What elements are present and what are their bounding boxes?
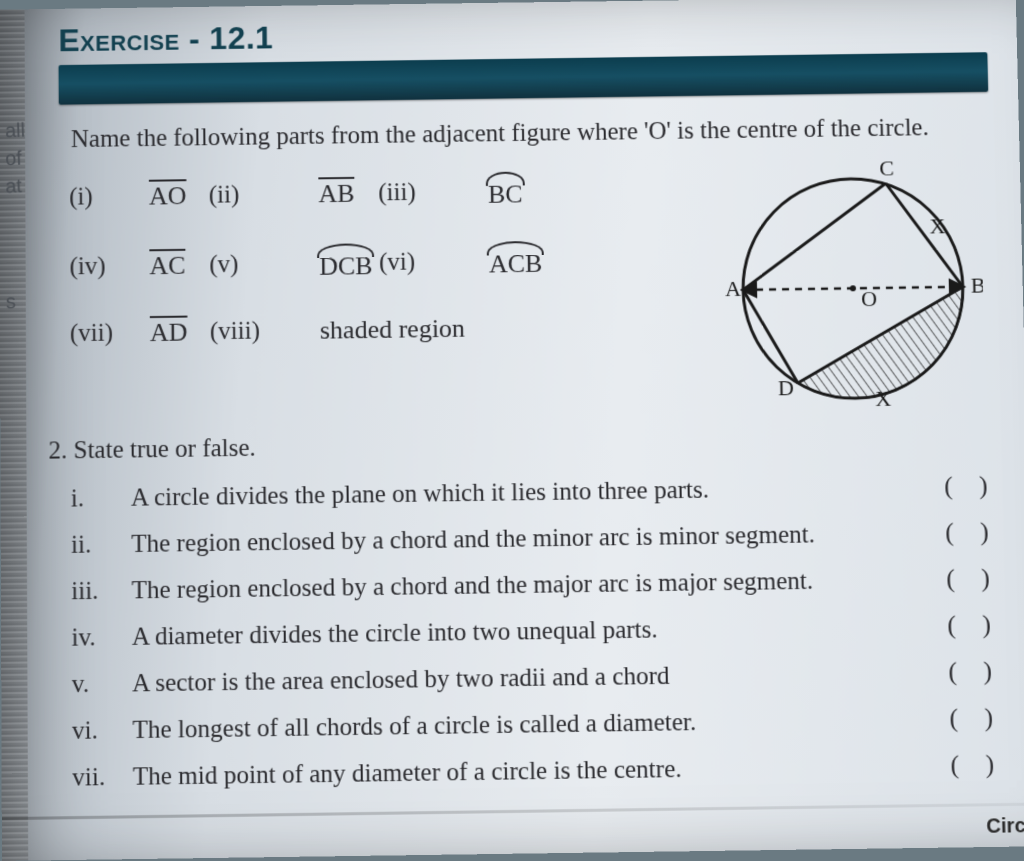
label-O: O: [861, 286, 877, 311]
parts-grid: (i) AO (ii) AB (iii) BC (iv) AC (v) DCB …: [69, 172, 690, 350]
tf-text: The region enclosed by a chord and the m…: [131, 514, 923, 565]
tf-num: v.: [72, 665, 117, 706]
tf-item: vi. The longest of all chords of a circl…: [72, 699, 1004, 753]
tf-text: The mid point of any diameter of a circl…: [133, 746, 928, 798]
label-X-upper: X: [929, 214, 946, 239]
label-B: B: [971, 273, 986, 298]
label-D: D: [778, 375, 794, 400]
tf-num: i.: [71, 479, 115, 520]
tf-paren: ( ): [939, 559, 1000, 600]
tf-text: A circle divides the plane on which it l…: [131, 468, 922, 519]
tf-text: A sector is the area enclosed by two rad…: [132, 653, 926, 705]
tf-num: vi.: [72, 711, 117, 752]
sym-acb: ACB: [489, 243, 543, 280]
tf-text: A diameter divides the circle into two u…: [132, 607, 925, 659]
part-vii: (vii): [70, 319, 150, 348]
sym-ao: AO: [149, 181, 187, 210]
margin-s: s: [5, 291, 16, 314]
tf-item: v. A sector is the area enclosed by two …: [72, 652, 1003, 706]
tf-paren: ( ): [940, 606, 1001, 647]
tf-heading-num: 2.: [48, 438, 67, 465]
tf-heading: 2. State true or false.: [48, 425, 996, 466]
sym-ad: AD: [150, 318, 188, 347]
tf-paren: ( ): [942, 699, 1003, 740]
circle-diagram: A B C D O X X: [721, 158, 986, 421]
part-iii: (iii): [378, 178, 488, 207]
exercise-title: Exercise - 12.1: [58, 10, 987, 59]
part-viii: (viii): [210, 317, 320, 346]
tf-heading-text: State true or false.: [73, 435, 255, 465]
tf-num: ii.: [71, 525, 115, 566]
parts-block: (i) AO (ii) AB (iii) BC (iv) AC (v) DCB …: [69, 167, 996, 429]
part-ii: (ii): [209, 181, 319, 210]
margin-of: of: [5, 147, 23, 171]
part-i: (i): [69, 183, 149, 212]
tf-item: iv. A diameter divides the circle into t…: [71, 606, 1001, 659]
tf-item: ii. The region enclosed by a chord and t…: [71, 513, 999, 566]
tf-paren: ( ): [943, 745, 1004, 786]
part-iv: (iv): [70, 253, 150, 282]
tf-text: The longest of all chords of a circle is…: [132, 700, 927, 752]
page-crease: [2, 803, 1024, 821]
question-1-intro: Name the following parts from the adjace…: [71, 110, 990, 159]
label-C: C: [879, 158, 894, 181]
sym-shaded: shaded region: [320, 312, 620, 346]
tf-item: iii. The region enclosed by a chord and …: [71, 559, 1000, 612]
sym-dcb: DCB: [319, 245, 373, 282]
exercise-header: Exercise - 12.1: [58, 10, 988, 105]
textbook-page: all of at s Exercise - 12.1 Name the fol…: [0, 0, 1024, 861]
margin-all: all: [5, 120, 26, 144]
part-v: (v): [209, 250, 319, 279]
sym-ac: AC: [149, 251, 185, 280]
tf-paren: ( ): [941, 652, 1002, 693]
tf-item: vii. The mid point of any diameter of a …: [72, 745, 1004, 799]
sym-ab: AB: [318, 179, 354, 208]
tf-text: The region enclosed by a chord and the m…: [131, 560, 923, 611]
tf-list: i. A circle divides the plane on which i…: [71, 467, 1005, 799]
tf-paren: ( ): [938, 513, 999, 554]
part-vi: (vi): [379, 248, 489, 277]
label-X-lower: X: [875, 386, 892, 411]
tf-num: vii.: [72, 758, 117, 799]
tf-num: iii.: [71, 572, 115, 613]
question-2-block: 2. State true or false. i. A circle divi…: [70, 425, 1004, 800]
sym-bc: BC: [488, 174, 523, 210]
label-A: A: [725, 276, 742, 301]
corner-text: Circ: [986, 815, 1024, 839]
margin-at: at: [5, 175, 23, 199]
tf-paren: ( ): [937, 467, 998, 508]
tf-num: iv.: [71, 618, 115, 659]
tf-item: i. A circle divides the plane on which i…: [71, 467, 998, 520]
exercise-band: [59, 52, 989, 104]
